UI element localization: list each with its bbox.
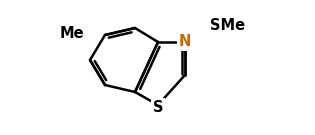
Text: N: N: [179, 35, 191, 50]
Text: Me: Me: [59, 26, 84, 40]
Text: S: S: [153, 99, 163, 114]
Text: SMe: SMe: [210, 18, 245, 33]
